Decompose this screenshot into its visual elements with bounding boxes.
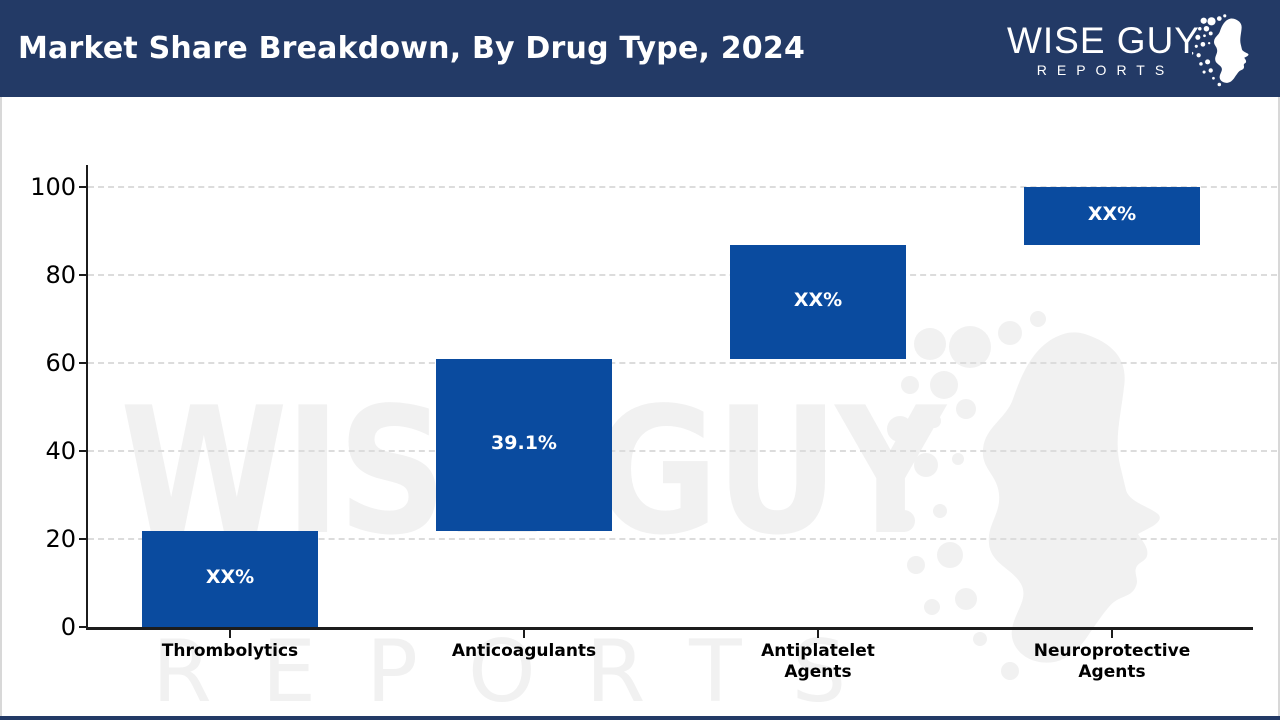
x-axis-spine xyxy=(86,627,1253,630)
footer-accent-bar xyxy=(0,716,1280,720)
x-category-label: Antiplatelet Agents xyxy=(761,641,875,682)
y-tick-label-100: 100 xyxy=(30,173,76,201)
gridline-20 xyxy=(88,538,1277,540)
y-tick-label-20: 20 xyxy=(45,525,76,553)
y-tick-label-0: 0 xyxy=(60,613,76,641)
bar-neuroprotective-agents xyxy=(1024,187,1200,246)
y-tick-80 xyxy=(79,274,87,276)
gridline-60 xyxy=(88,362,1277,364)
x-category-label: Anticoagulants xyxy=(451,641,597,661)
x-tick-3 xyxy=(817,630,819,638)
y-tick-0 xyxy=(79,626,87,628)
y-tick-20 xyxy=(79,538,87,540)
y-tick-label-80: 80 xyxy=(45,261,76,289)
logo-subtitle: REPORTS xyxy=(1036,61,1175,78)
bar-anticoagulants xyxy=(436,359,612,532)
logo-head-icon xyxy=(1192,14,1249,87)
page-title: Market Share Breakdown, By Drug Type, 20… xyxy=(18,31,806,66)
wise-guy-logo: WISE GUY REPORTS xyxy=(1007,6,1270,92)
logo-wordmark: WISE GUY xyxy=(1006,19,1200,61)
x-category-label: Neuroprotective Agents xyxy=(1033,641,1191,682)
bar-value-label: XX% xyxy=(793,289,843,312)
bar-value-label: 39.1% xyxy=(491,432,557,455)
y-axis-spine xyxy=(86,165,88,630)
bar-thrombolytics xyxy=(142,531,318,627)
x-tick-1 xyxy=(229,630,231,638)
bar-value-label: XX% xyxy=(205,566,255,589)
gridline-100 xyxy=(88,186,1277,188)
x-category-label: Thrombolytics xyxy=(161,641,299,661)
x-tick-2 xyxy=(523,630,525,638)
gridline-80 xyxy=(88,274,1277,276)
watermark-head-icon xyxy=(884,311,1160,680)
x-tick-4 xyxy=(1111,630,1113,638)
gridline-40 xyxy=(88,450,1277,452)
y-tick-label-40: 40 xyxy=(45,437,76,465)
bar-antiplatelet-agents xyxy=(730,245,906,360)
logo-text: WISE GUY REPORTS xyxy=(1006,19,1200,78)
y-tick-label-60: 60 xyxy=(45,349,76,377)
bar-value-label: XX% xyxy=(1087,203,1137,226)
y-tick-100 xyxy=(79,186,87,188)
y-tick-40 xyxy=(79,450,87,452)
header-bar: Market Share Breakdown, By Drug Type, 20… xyxy=(0,0,1280,97)
watermark-subtitle: REPORTS xyxy=(152,622,897,722)
y-tick-60 xyxy=(79,362,87,364)
